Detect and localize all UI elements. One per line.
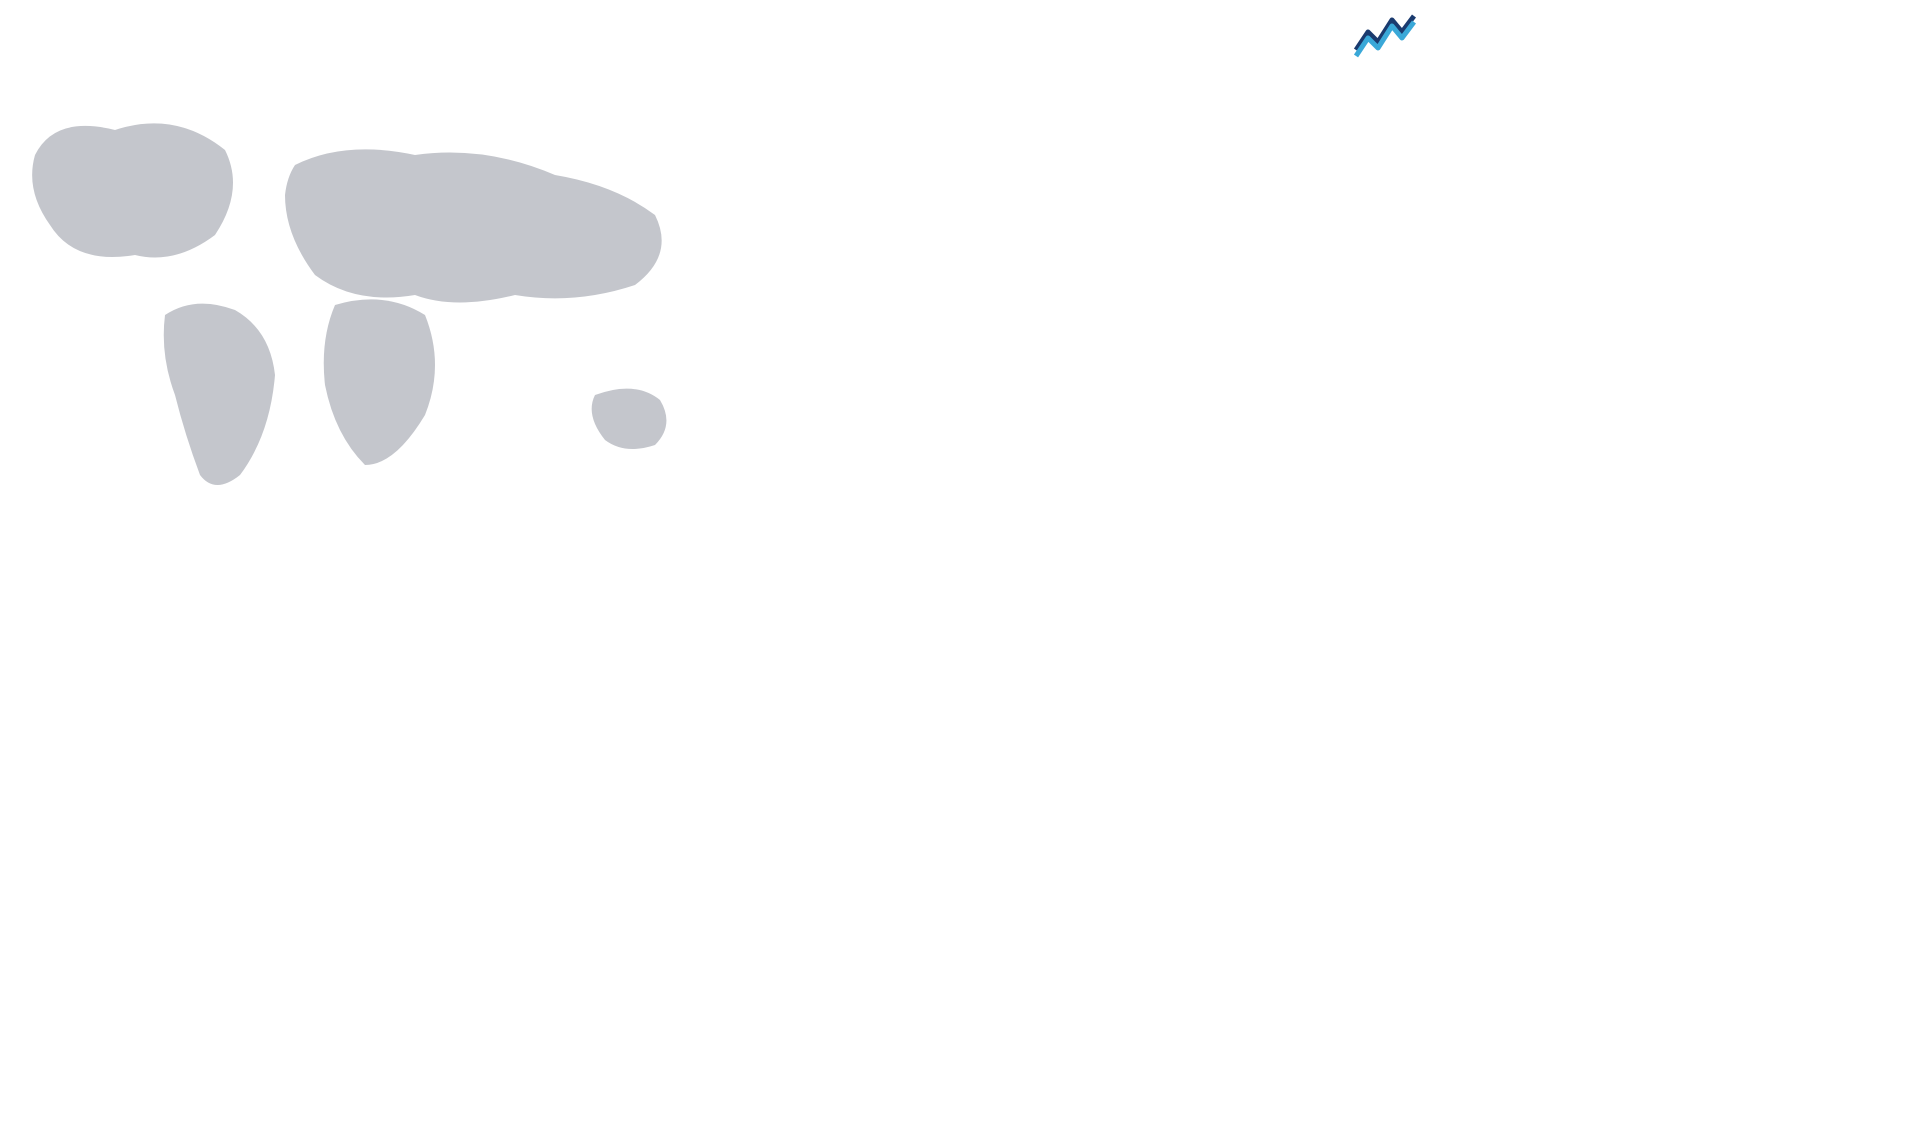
world-map: [15, 95, 715, 505]
logo-wave-icon: [1354, 10, 1416, 60]
segmentation-chart: [30, 542, 290, 757]
brand-logo: [1354, 10, 1426, 60]
main-growth-chart: [735, 100, 1425, 490]
regional-donut: [1010, 542, 1220, 752]
